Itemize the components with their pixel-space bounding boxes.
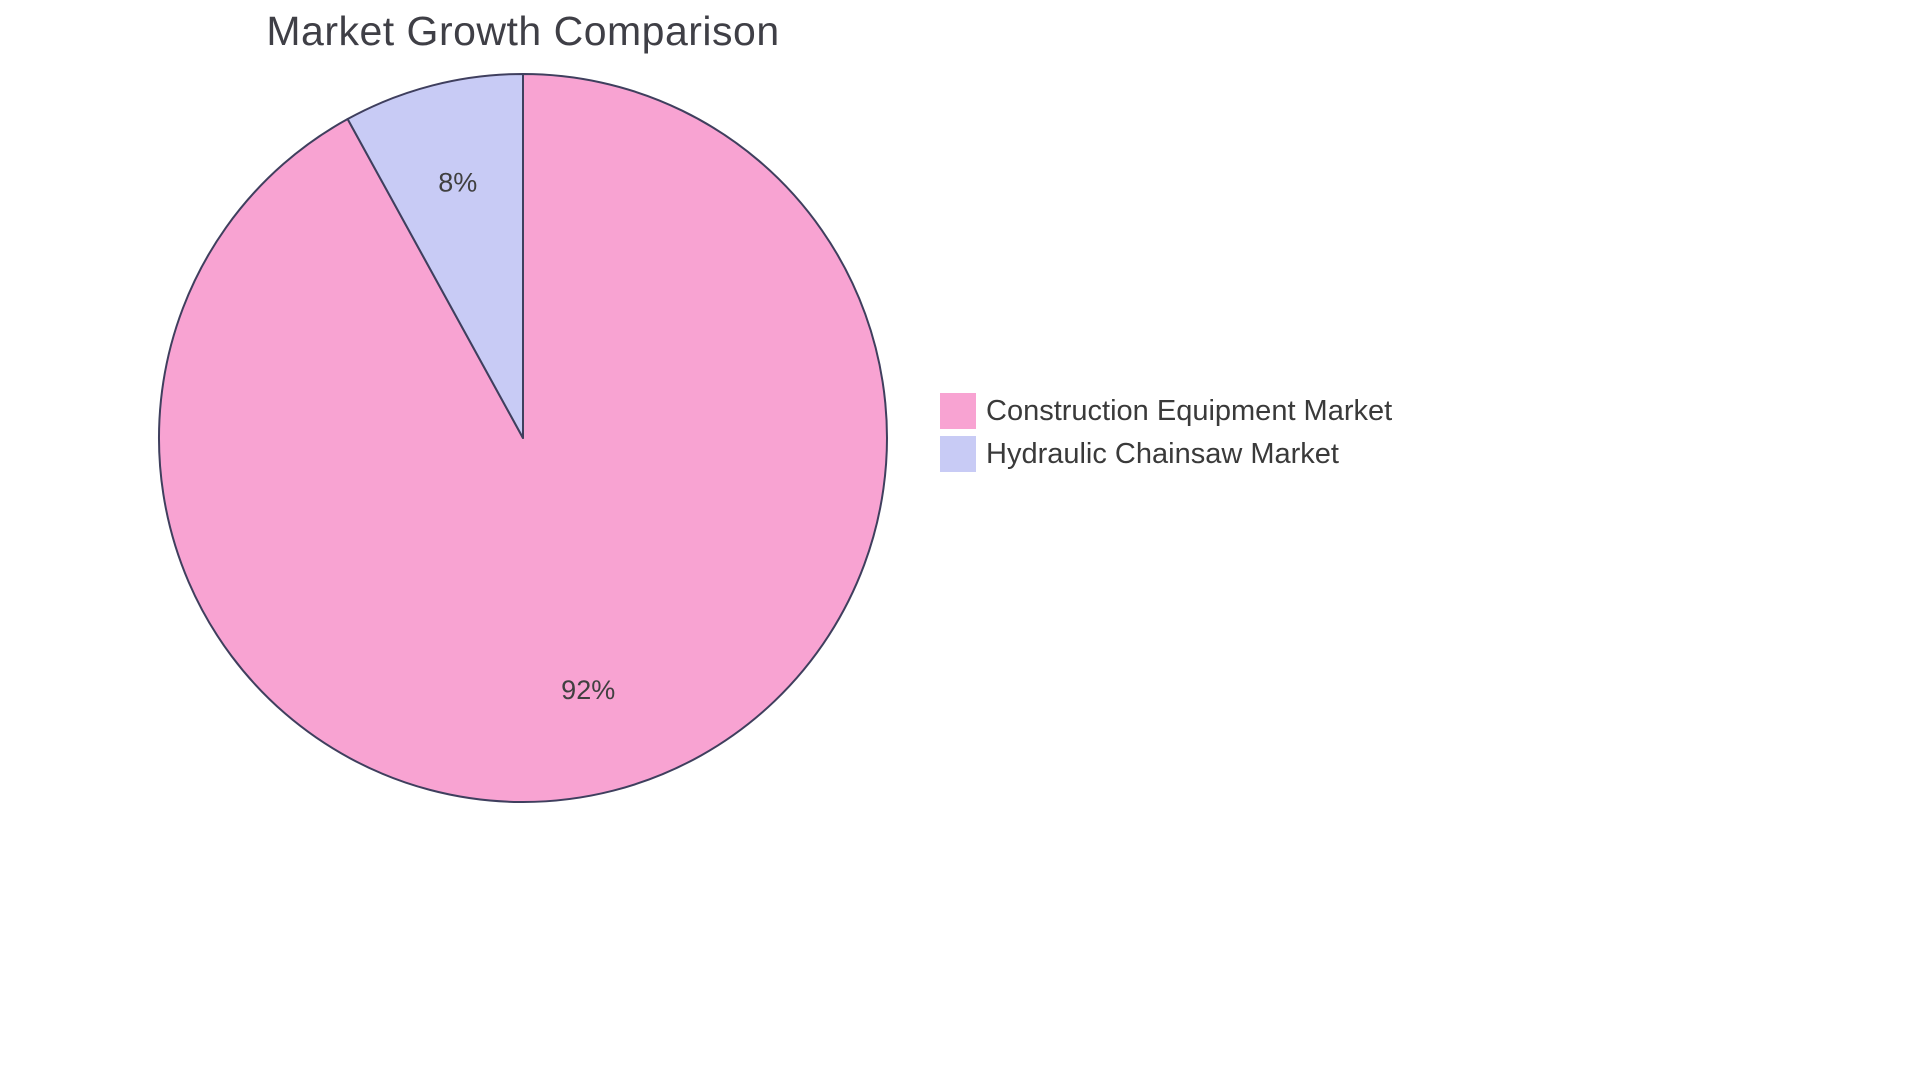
pie-slice-label-1: 8% (438, 167, 477, 197)
legend-item-hydraulic-chainsaw[interactable]: Hydraulic Chainsaw Market (940, 436, 1392, 472)
legend-label: Hydraulic Chainsaw Market (986, 437, 1339, 470)
chart-title: Market Growth Comparison (266, 8, 780, 54)
legend-swatch-construction-equipment (940, 393, 976, 429)
legend-label: Construction Equipment Market (986, 394, 1393, 427)
legend-item-construction-equipment[interactable]: Construction Equipment Market (940, 393, 1392, 429)
pie-slice-1 (346, 73, 524, 439)
chart-legend: Construction Equipment Market Hydraulic … (940, 393, 1392, 472)
legend-swatch-hydraulic-chainsaw (940, 436, 976, 472)
pie-slice-label-0: 92% (561, 675, 615, 705)
